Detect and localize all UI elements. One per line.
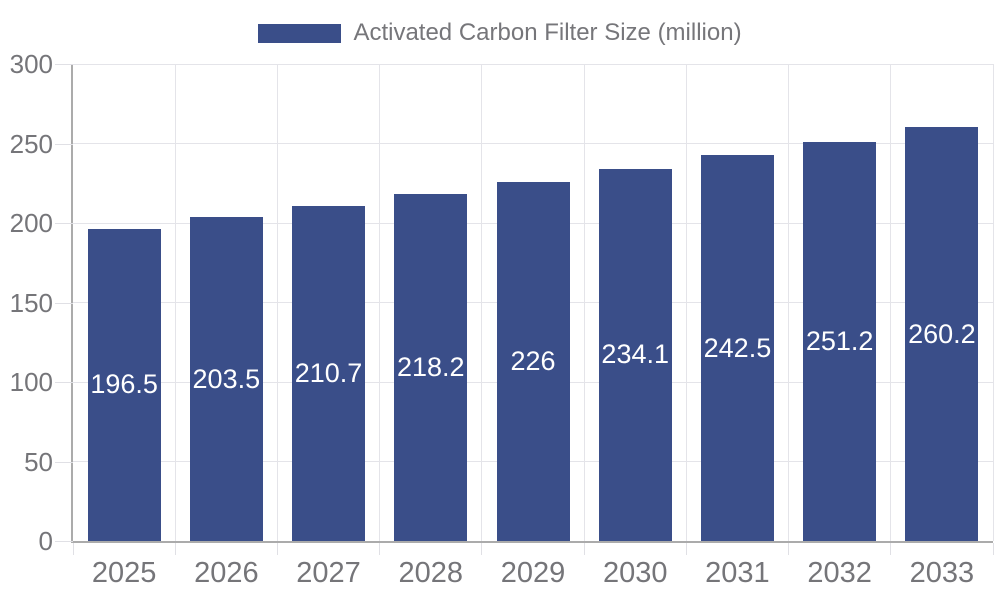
- bar: [905, 127, 979, 541]
- x-axis-tick-label: 2029: [500, 557, 566, 589]
- x-gridline: [174, 64, 176, 541]
- y-axis-tick-label: 100: [9, 367, 53, 397]
- legend-label: Activated Carbon Filter Size (million): [353, 19, 742, 46]
- y-tick-mark: [55, 461, 73, 463]
- y-axis-tick-label: 150: [9, 287, 53, 318]
- bar: [496, 181, 570, 541]
- bar: [394, 194, 468, 541]
- x-tick-mark: [174, 543, 176, 555]
- bar: [189, 217, 263, 541]
- y-tick-mark: [55, 382, 73, 383]
- bar-value-label: 210.7: [294, 357, 363, 388]
- x-axis-tick-label: 2025: [91, 557, 157, 589]
- y-gridline: [73, 143, 993, 144]
- bar-value-label: 242.5: [703, 332, 772, 363]
- bar: [700, 155, 774, 541]
- y-tick-mark: [55, 223, 73, 224]
- bar: [803, 141, 877, 541]
- plot-area: 196.5 203.5 210.7 218.2 226 234.1 242.5 251.2 26…: [73, 63, 994, 541]
- x-tick-mark: [992, 543, 994, 555]
- legend-item[interactable]: Activated Carbon Filter Size (million): [0, 13, 1000, 53]
- y-axis-tick-label: 250: [9, 128, 53, 159]
- x-tick-mark: [685, 543, 687, 555]
- y-axis-tick-label: 0: [38, 526, 53, 556]
- x-tick-mark: [890, 543, 892, 555]
- bar-value-label: 218.2: [396, 352, 465, 383]
- y-axis-tick-label: 300: [9, 49, 53, 79]
- y-axis-tick-label: 200: [9, 208, 53, 238]
- y-axis-tick-label: 50: [24, 446, 53, 477]
- y-tick-mark: [55, 302, 73, 304]
- bar-value-label: 203.5: [192, 363, 261, 394]
- x-axis-line: [71, 541, 993, 543]
- x-axis-tick-label: 2033: [909, 557, 975, 589]
- x-tick-mark: [276, 543, 278, 555]
- bar-value-label: 234.1: [601, 339, 669, 370]
- legend-swatch: [258, 23, 342, 43]
- x-gridline: [379, 64, 381, 541]
- bar: [598, 168, 672, 541]
- x-gridline: [788, 64, 790, 541]
- x-gridline: [481, 64, 483, 541]
- bar-value-label: 226: [510, 345, 556, 376]
- y-axis-line: [71, 64, 73, 543]
- x-tick-mark: [72, 543, 74, 555]
- x-axis-tick-label: 2032: [807, 557, 872, 589]
- x-axis-tick-label: 2030: [602, 557, 668, 589]
- x-axis-tick-label: 2028: [398, 557, 464, 589]
- x-gridline: [583, 64, 585, 541]
- x-axis-tick-label: 2026: [194, 557, 259, 589]
- x-gridline: [992, 64, 994, 541]
- y-tick-mark: [55, 64, 73, 65]
- x-tick-mark: [583, 543, 585, 555]
- y-tick-mark: [55, 541, 73, 542]
- x-gridline: [685, 64, 687, 541]
- x-tick-mark: [481, 543, 483, 555]
- bar-value-label: 260.2: [908, 318, 976, 349]
- x-tick-mark: [379, 543, 381, 555]
- x-tick-mark: [788, 543, 790, 555]
- x-axis-tick-label: 2031: [705, 557, 770, 589]
- bar: [87, 228, 161, 541]
- y-tick-mark: [55, 143, 73, 145]
- bar-value-label: 196.5: [90, 369, 158, 400]
- x-gridline: [890, 64, 892, 541]
- x-gridline: [276, 64, 278, 541]
- bar: [292, 205, 366, 541]
- x-axis-tick-label: 2027: [296, 557, 361, 589]
- y-gridline: [73, 63, 993, 65]
- bar-value-label: 251.2: [805, 325, 874, 356]
